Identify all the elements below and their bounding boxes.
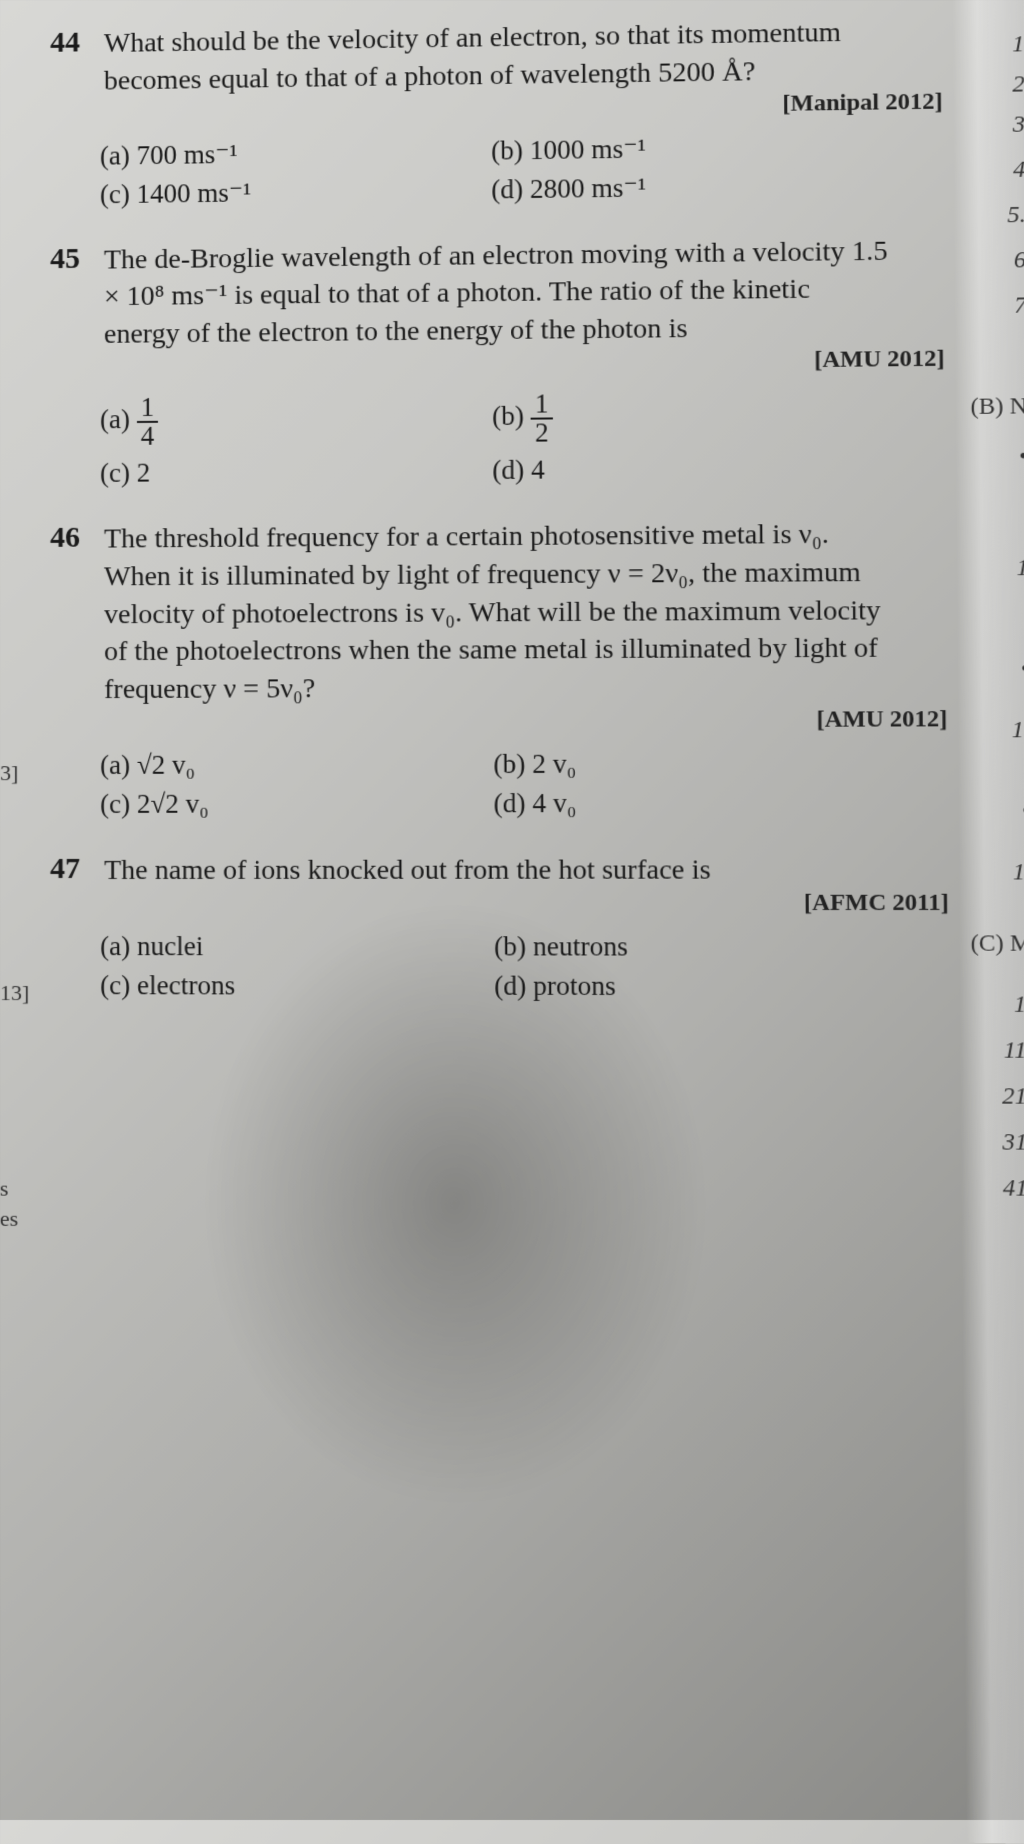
option-a: (a) √2 v₀ [100,745,493,785]
question-source: [AFMC 2011] [50,889,949,916]
edge-num: 1 [1012,31,1024,58]
margin-text: 3] [0,760,18,786]
edge-label: (B) N [970,393,1024,421]
question-number: 44 [50,25,100,59]
edge-num: 11. [1003,1037,1024,1065]
edge-num: 1 [1016,555,1024,582]
option-c: (c) electrons [100,966,494,1006]
question-text: The de-Broglie wavelength of an electron… [104,232,893,354]
edge-label: (C) M [970,930,1024,958]
option-b: (b) 2 v₀ [493,744,892,784]
edge-num: 3 [1013,111,1024,138]
option-d: (d) 4 v₀ [493,783,892,823]
option-d: (d) 2800 ms⁻¹ [491,165,888,209]
option-c: (c) 1400 ms⁻¹ [100,170,491,214]
option-b: (b) 1000 ms⁻¹ [491,126,888,170]
edge-num: 7 [1014,292,1024,319]
option-b: (b) 1 2 [492,383,890,451]
question-number: 46 [50,521,100,555]
question-text: The threshold frequency for a certain ph… [104,515,896,709]
edge-num: 4 [1013,157,1024,184]
question-source: [AMU 2012] [50,706,947,736]
question-46: 46 The threshold frequency for a certain… [50,515,1010,824]
options: (a) nuclei (b) neutrons (c) electrons (d… [100,927,1012,1007]
question-45: 45 The de-Broglie wavelength of an elect… [50,231,1007,493]
edge-num: 1. [1013,859,1024,886]
options: (a) 1 4 (b) 1 2 (c) 2 (d) 4 [100,382,1007,493]
left-margin: 3] 13] s es [0,7,40,1828]
option-b: (b) neutrons [494,927,894,967]
question-44: 44 What should be the velocity of an ele… [50,12,1005,215]
question-number: 45 [50,241,100,275]
edge-num: 41. [1003,1175,1024,1203]
option-c: (c) 2 [100,451,492,493]
question-text: The name of ions knocked out from the ho… [104,851,897,890]
edge-bullet: • [1019,444,1024,471]
margin-text: 13] [0,980,29,1006]
option-d: (d) protons [494,966,894,1006]
edge-num: 6 [1014,247,1024,274]
option-d: (d) 4 [492,448,890,490]
edge-num: 2 [1012,71,1024,98]
edge-num: 1. [1014,991,1024,1019]
textbook-page: 3] 13] s es 44 What should be the veloci… [0,0,1024,1844]
fraction: 1 4 [137,394,159,450]
option-a: (a) nuclei [100,927,494,966]
fraction: 1 2 [531,390,553,446]
margin-text: s [0,1176,8,1202]
edge-num: 21. [1002,1083,1024,1111]
edge-num: 1. [1011,717,1024,744]
margin-text: es [0,1206,18,1232]
edge-num: 31. [1002,1129,1024,1157]
options: (a) √2 v₀ (b) 2 v₀ (c) 2√2 v₀ (d) 4 v₀ [100,743,1010,824]
option-c: (c) 2√2 v₀ [100,784,494,824]
options: (a) 700 ms⁻¹ (b) 1000 ms⁻¹ (c) 1400 ms⁻¹… [100,124,1005,213]
question-47: 47 The name of ions knocked out from the… [50,851,1012,1007]
right-page-edge: 1 2 3 4 5. 6 7 (B) N • 1 • 1. • 1. (C) M… [952,0,1024,1844]
question-text: What should be the velocity of an electr… [104,13,892,100]
option-a: (a) 1 4 [100,387,492,454]
edge-num: 5. [1007,202,1024,229]
question-number: 47 [50,852,100,886]
option-a: (a) 700 ms⁻¹ [100,131,491,175]
